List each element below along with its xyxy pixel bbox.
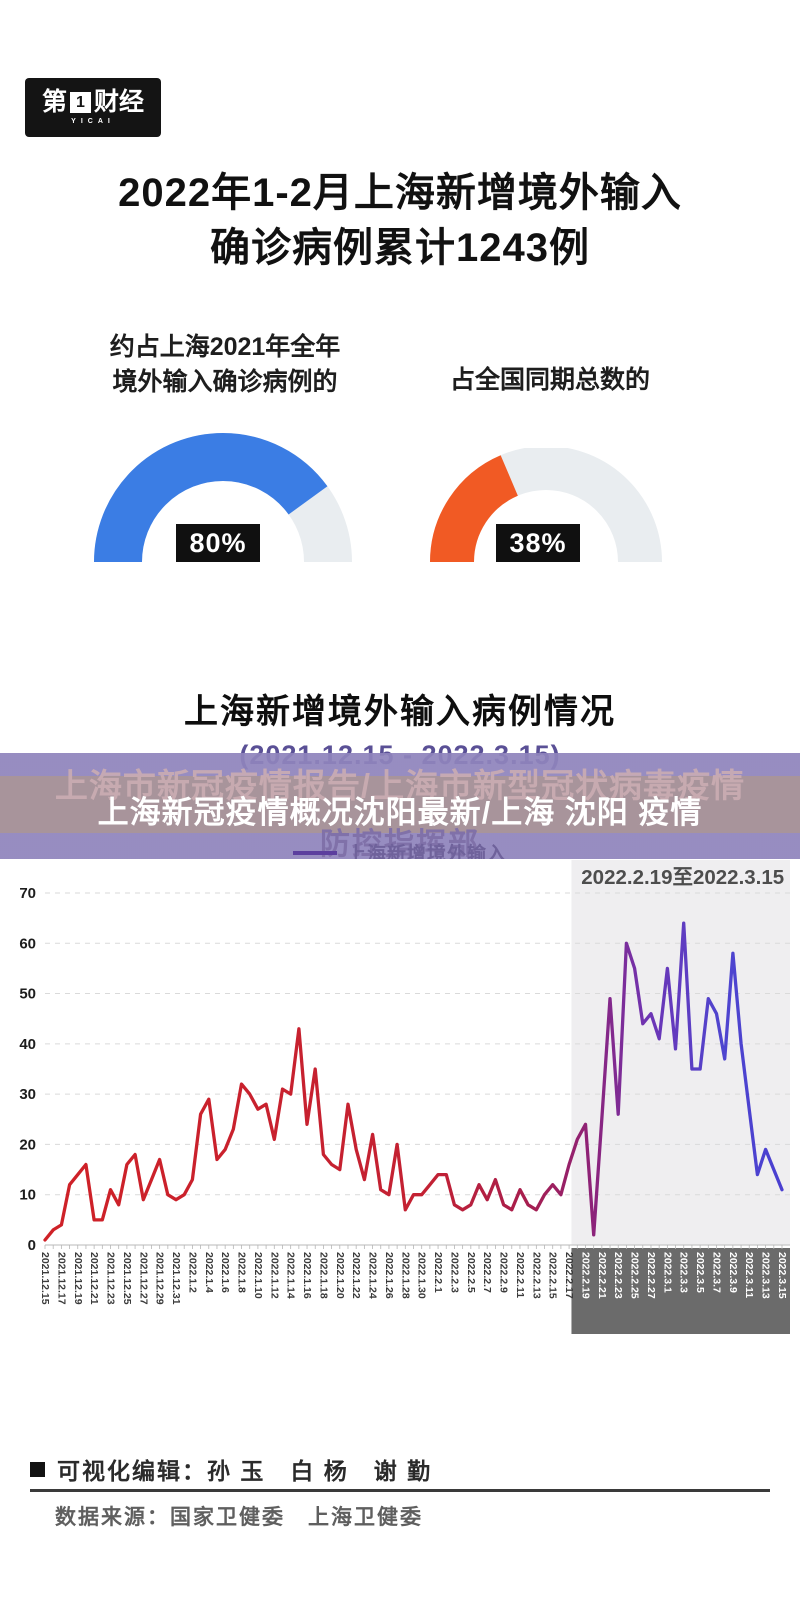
svg-text:0: 0 [28,1237,36,1254]
svg-text:2022.1.2: 2022.1.2 [186,1252,198,1293]
svg-text:20: 20 [19,1136,36,1153]
line-chart: 0 10 20 30 40 50 60 70 2021.12.15 2021.12.17 2021.… [0,852,800,1342]
svg-text:2022.1.20: 2022.1.20 [334,1252,346,1299]
svg-text:2022.2.15: 2022.2.15 [547,1252,559,1299]
svg-text:2022.1.16: 2022.1.16 [301,1252,313,1299]
svg-text:2022.1.10: 2022.1.10 [252,1252,264,1299]
svg-text:2022.2.17: 2022.2.17 [563,1252,575,1299]
gauge-right-label: 占全国同期总数的 [449,366,650,394]
page-title-line2: 确诊病例累计1243例 [210,226,590,270]
svg-text:2022.1.18: 2022.1.18 [317,1252,329,1299]
svg-text:2021.12.25: 2021.12.25 [121,1252,133,1305]
svg-text:2022.3.15: 2022.3.15 [776,1252,788,1299]
svg-text:2021.12.29: 2021.12.29 [154,1252,166,1305]
svg-text:2022.3.9: 2022.3.9 [727,1252,739,1293]
svg-text:2022.1.4: 2022.1.4 [203,1252,215,1293]
svg-text:2022.2.3: 2022.2.3 [448,1252,460,1293]
obscured-headline-line2: 防控指挥部 [320,828,480,859]
svg-text:10: 10 [19,1187,36,1204]
yicai-logo-text: 第 1 财经 [42,90,144,115]
svg-text:2022.2.11: 2022.2.11 [514,1252,526,1298]
logo-box-glyph: 1 [70,92,91,113]
gauge-shanghai-share [88,424,358,566]
yicai-logo: 第 1 财经 YICAI [25,78,161,137]
gauge-value-arc [430,448,662,563]
svg-text:2021.12.27: 2021.12.27 [137,1252,149,1305]
gauge-left-label: 约占上海2021年全年 境外输入确诊病例的 [109,333,341,396]
svg-text:2021.12.23: 2021.12.23 [105,1252,117,1305]
svg-text:2022.3.7: 2022.3.7 [710,1252,722,1293]
trend-line [43,921,784,1242]
svg-text:2021.12.19: 2021.12.19 [72,1252,84,1305]
svg-text:2022.2.1: 2022.2.1 [432,1252,444,1293]
svg-text:2021.12.17: 2021.12.17 [55,1252,67,1305]
svg-text:60: 60 [19,935,36,952]
gauge-right-percent-badge: 38% [496,524,580,562]
svg-text:2022.2.19: 2022.2.19 [579,1252,591,1299]
svg-text:2022.1.12: 2022.1.12 [268,1252,280,1299]
svg-text:2022.2.13: 2022.2.13 [530,1252,542,1299]
svg-text:2022.2.9: 2022.2.9 [498,1252,510,1293]
page-title: 2022年1-2月上海新增境外输入 确诊病例累计1243例 [0,166,800,276]
region-annotation: 2022.2.19至2022.3.15 [581,866,784,889]
svg-text:2022.3.1: 2022.3.1 [661,1252,673,1293]
logo-subtext: YICAI [71,118,115,125]
highlight-region [571,860,790,1245]
gauge-left-percent-badge: 80% [176,524,260,562]
footer-editors-row: 可视化编辑：孙 玉 白 杨 谢 勤 [30,1452,432,1486]
svg-text:2022.1.22: 2022.1.22 [350,1252,362,1299]
footer-editors-text: 可视化编辑：孙 玉 白 杨 谢 勤 [57,1458,433,1484]
svg-text:2022.1.14: 2022.1.14 [285,1252,297,1299]
svg-text:2022.2.21: 2022.2.21 [596,1252,608,1299]
footer-divider [30,1489,770,1492]
svg-text:2022.1.28: 2022.1.28 [399,1252,411,1299]
svg-text:2022.1.30: 2022.1.30 [416,1252,428,1299]
svg-text:2022.3.13: 2022.3.13 [760,1252,772,1299]
svg-text:50: 50 [19,986,36,1003]
gauge-value-arc [94,433,352,563]
svg-text:2022.2.23: 2022.2.23 [612,1252,624,1299]
footer-source-text: 数据来源：国家卫健委 上海卫健委 [55,1506,423,1529]
footer-bullet-square [30,1461,45,1477]
caption-overlay-banner: 上海市新冠疫情报告/上海市新型冠状病毒疫情 上海新冠疫情概况沈阳最新/上海 沈阳… [0,753,800,859]
svg-text:2022.2.25: 2022.2.25 [629,1252,641,1299]
svg-text:2021.12.21: 2021.12.21 [88,1252,100,1305]
svg-text:2021.12.15: 2021.12.15 [39,1252,51,1305]
chart-section-title: 上海新增境外输入病例情况 [184,693,616,731]
x-axis-labels: 2021.12.15 2021.12.17 2021.12.19 2021.12.21… [39,1252,788,1305]
page-title-line1: 2022年1-2月上海新增境外输入 [118,171,682,215]
logo-prefix: 第 [41,88,67,116]
caption-text: 上海新冠疫情概况沈阳最新/上海 沈阳 疫情 [97,795,703,830]
svg-text:40: 40 [19,1036,36,1053]
svg-text:2022.2.7: 2022.2.7 [481,1252,493,1293]
svg-text:2022.2.5: 2022.2.5 [465,1252,477,1293]
logo-suffix: 财经 [94,88,145,116]
legend-line-swatch [292,850,337,855]
svg-text:2022.1.24: 2022.1.24 [367,1252,379,1299]
obscured-headline: 上海市新冠疫情报告/上海市新型冠状病毒疫情 [54,767,746,804]
legend-series-label: 上海新增境外输入 [346,844,507,859]
svg-text:2022.3.5: 2022.3.5 [694,1252,706,1293]
svg-text:2022.1.6: 2022.1.6 [219,1252,231,1293]
svg-text:2022.3.11: 2022.3.11 [743,1252,755,1298]
svg-text:2022.1.8: 2022.1.8 [236,1252,248,1293]
x-axis-ticks [44,1245,783,1249]
chart-legend: 上海新增境外输入 [0,839,800,859]
svg-text:70: 70 [19,885,36,902]
gauge-national-share [424,448,668,566]
svg-text:30: 30 [19,1086,36,1103]
svg-text:2022.2.27: 2022.2.27 [645,1252,657,1299]
highlight-label-band [571,1248,790,1334]
svg-text:2022.1.26: 2022.1.26 [383,1252,395,1299]
svg-text:2022.3.3: 2022.3.3 [678,1252,690,1293]
svg-text:2021.12.31: 2021.12.31 [170,1252,182,1305]
